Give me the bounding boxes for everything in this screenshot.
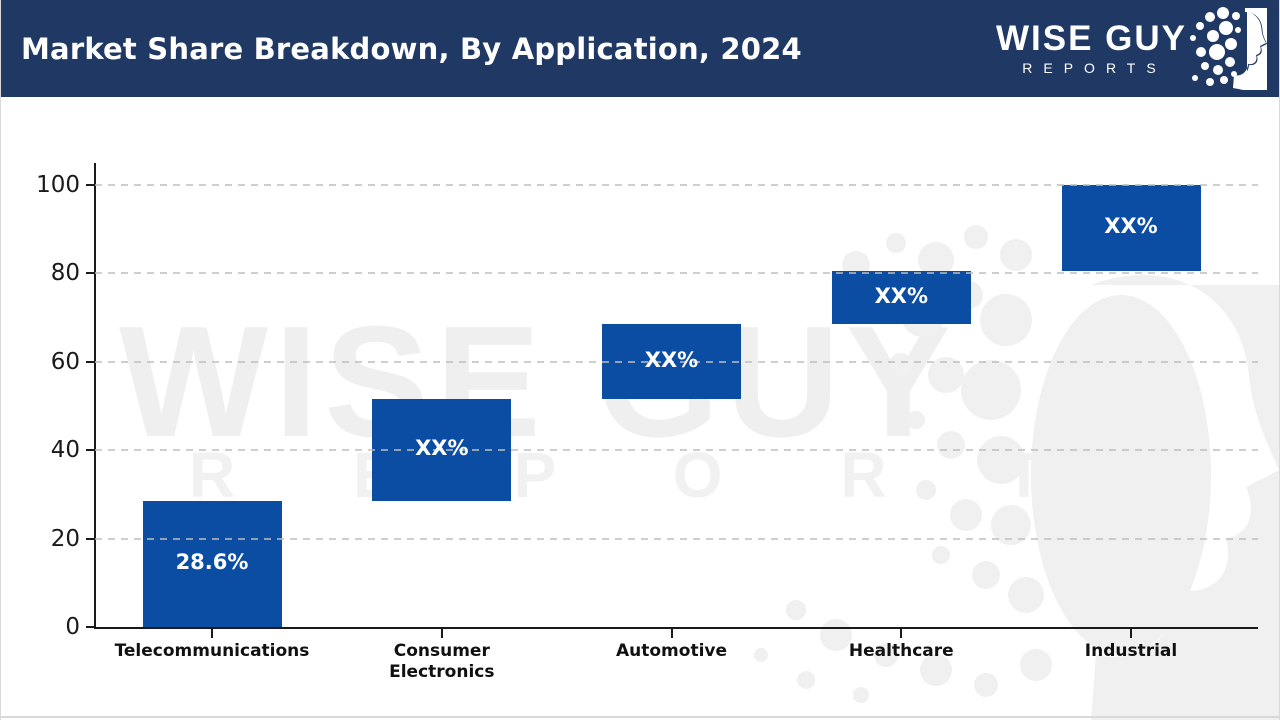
- x-axis-line: [94, 627, 1258, 629]
- logo-head-icon: [1190, 6, 1267, 90]
- gridline-80: [95, 272, 1258, 275]
- y-axis-line: [94, 163, 96, 629]
- x-tick-industrial: [1130, 629, 1132, 638]
- watermark-wordmark: WISE GUY: [119, 294, 958, 470]
- x-tick-healthcare: [900, 629, 903, 638]
- bar-label-automotive: XX%: [644, 347, 699, 372]
- y-tick-label-100: 100: [36, 172, 80, 198]
- x-category-label-industrial: Industrial: [1084, 641, 1178, 661]
- bottom-frame-line: [1, 716, 1279, 718]
- bar-label-consumer-electronics: XX%: [415, 435, 469, 460]
- logo-wordmark: WISE GUY: [995, 18, 1187, 58]
- header-bar: Market Share Breakdown, By Application, …: [1, 0, 1279, 97]
- page-title: Market Share Breakdown, By Application, …: [21, 31, 802, 66]
- y-tick-80: [86, 272, 95, 275]
- y-tick-label-80: 80: [50, 260, 80, 287]
- x-category-label-consumer-electronics: Consumer Electronics: [389, 641, 495, 682]
- watermark-head-icon: [754, 225, 1279, 720]
- y-tick-20: [86, 537, 95, 540]
- y-tick-60: [86, 360, 95, 363]
- bar-label-healthcare: XX%: [874, 283, 929, 308]
- x-category-label-automotive: Automotive: [615, 641, 728, 661]
- bar-label-telecommunications: 28.6%: [175, 549, 249, 574]
- bar-label-industrial: XX%: [1104, 214, 1158, 239]
- bar-telecommunications: [142, 500, 282, 627]
- y-tick-label-0: 0: [65, 614, 80, 640]
- x-category-label-healthcare: Healthcare: [848, 641, 954, 661]
- x-tick-telecommunications: [211, 629, 213, 638]
- x-category-label-telecommunications: Telecommunications: [114, 641, 310, 661]
- x-tick-consumer-electronics: [440, 629, 443, 638]
- y-tick-0: [86, 626, 95, 628]
- logo-text: WISE GUY REPORTS: [995, 18, 1187, 77]
- gridline-100: [95, 184, 1258, 186]
- y-tick-40: [86, 449, 95, 452]
- y-tick-100: [86, 184, 95, 186]
- gridline-60: [95, 360, 1258, 363]
- logo-subtitle: REPORTS: [1022, 59, 1167, 76]
- bar-industrial: [1061, 185, 1201, 272]
- wise-guy-logo: WISE GUY REPORTS: [996, 6, 1267, 92]
- bar-healthcare: [831, 271, 971, 325]
- gridline-20: [95, 537, 1258, 540]
- x-tick-automotive: [670, 629, 673, 638]
- y-tick-label-20: 20: [50, 525, 80, 552]
- gridline-40: [95, 449, 1258, 452]
- y-tick-label-40: 40: [50, 437, 80, 464]
- y-tick-label-60: 60: [50, 348, 80, 375]
